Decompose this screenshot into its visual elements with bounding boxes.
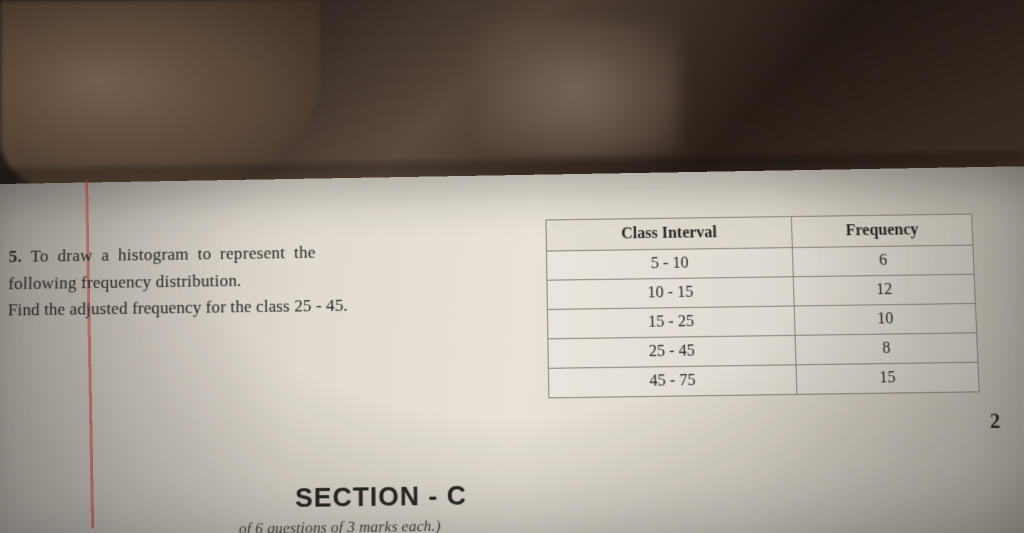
- q-word: a: [101, 246, 109, 265]
- cell-interval: 5 - 10: [546, 248, 793, 281]
- cell-freq: 6: [792, 245, 974, 277]
- sub-instruction-partial: of 6 questions of 3 marks each.): [239, 518, 441, 533]
- table-row: 45 - 75 15: [548, 362, 979, 398]
- q-word: histogram: [118, 244, 189, 264]
- cell-freq: 15: [796, 362, 979, 394]
- header-frequency: Frequency: [791, 214, 973, 248]
- cell-interval: 25 - 45: [548, 335, 796, 368]
- q-word: the: [294, 243, 316, 262]
- q-word: to: [197, 244, 211, 263]
- header-class-interval: Class Interval: [546, 217, 792, 251]
- frequency-table: Class Interval Frequency 5 - 10 6 10 - 1…: [545, 214, 979, 399]
- cell-interval: 10 - 15: [547, 277, 794, 310]
- marks-value: 2: [990, 410, 1001, 434]
- question-number: 5.: [9, 247, 23, 266]
- section-heading: SECTION - C: [295, 480, 467, 515]
- q-word: To: [30, 246, 49, 265]
- photo-light-region: [480, 20, 680, 160]
- cell-freq: 12: [793, 274, 975, 306]
- question-line-1: 5. To draw a histogram to represent the: [9, 238, 491, 269]
- q-word: represent: [220, 243, 285, 263]
- page-content: 5. To draw a histogram to represent the …: [0, 183, 1024, 533]
- question-block: 5. To draw a histogram to represent the …: [8, 238, 492, 323]
- cell-interval: 45 - 75: [548, 365, 797, 398]
- cell-freq: 10: [794, 303, 976, 335]
- cell-interval: 15 - 25: [547, 306, 795, 339]
- cell-freq: 8: [795, 333, 978, 365]
- q-word: draw: [57, 246, 93, 266]
- question-line-3: Find the adjusted frequency for the clas…: [8, 292, 492, 324]
